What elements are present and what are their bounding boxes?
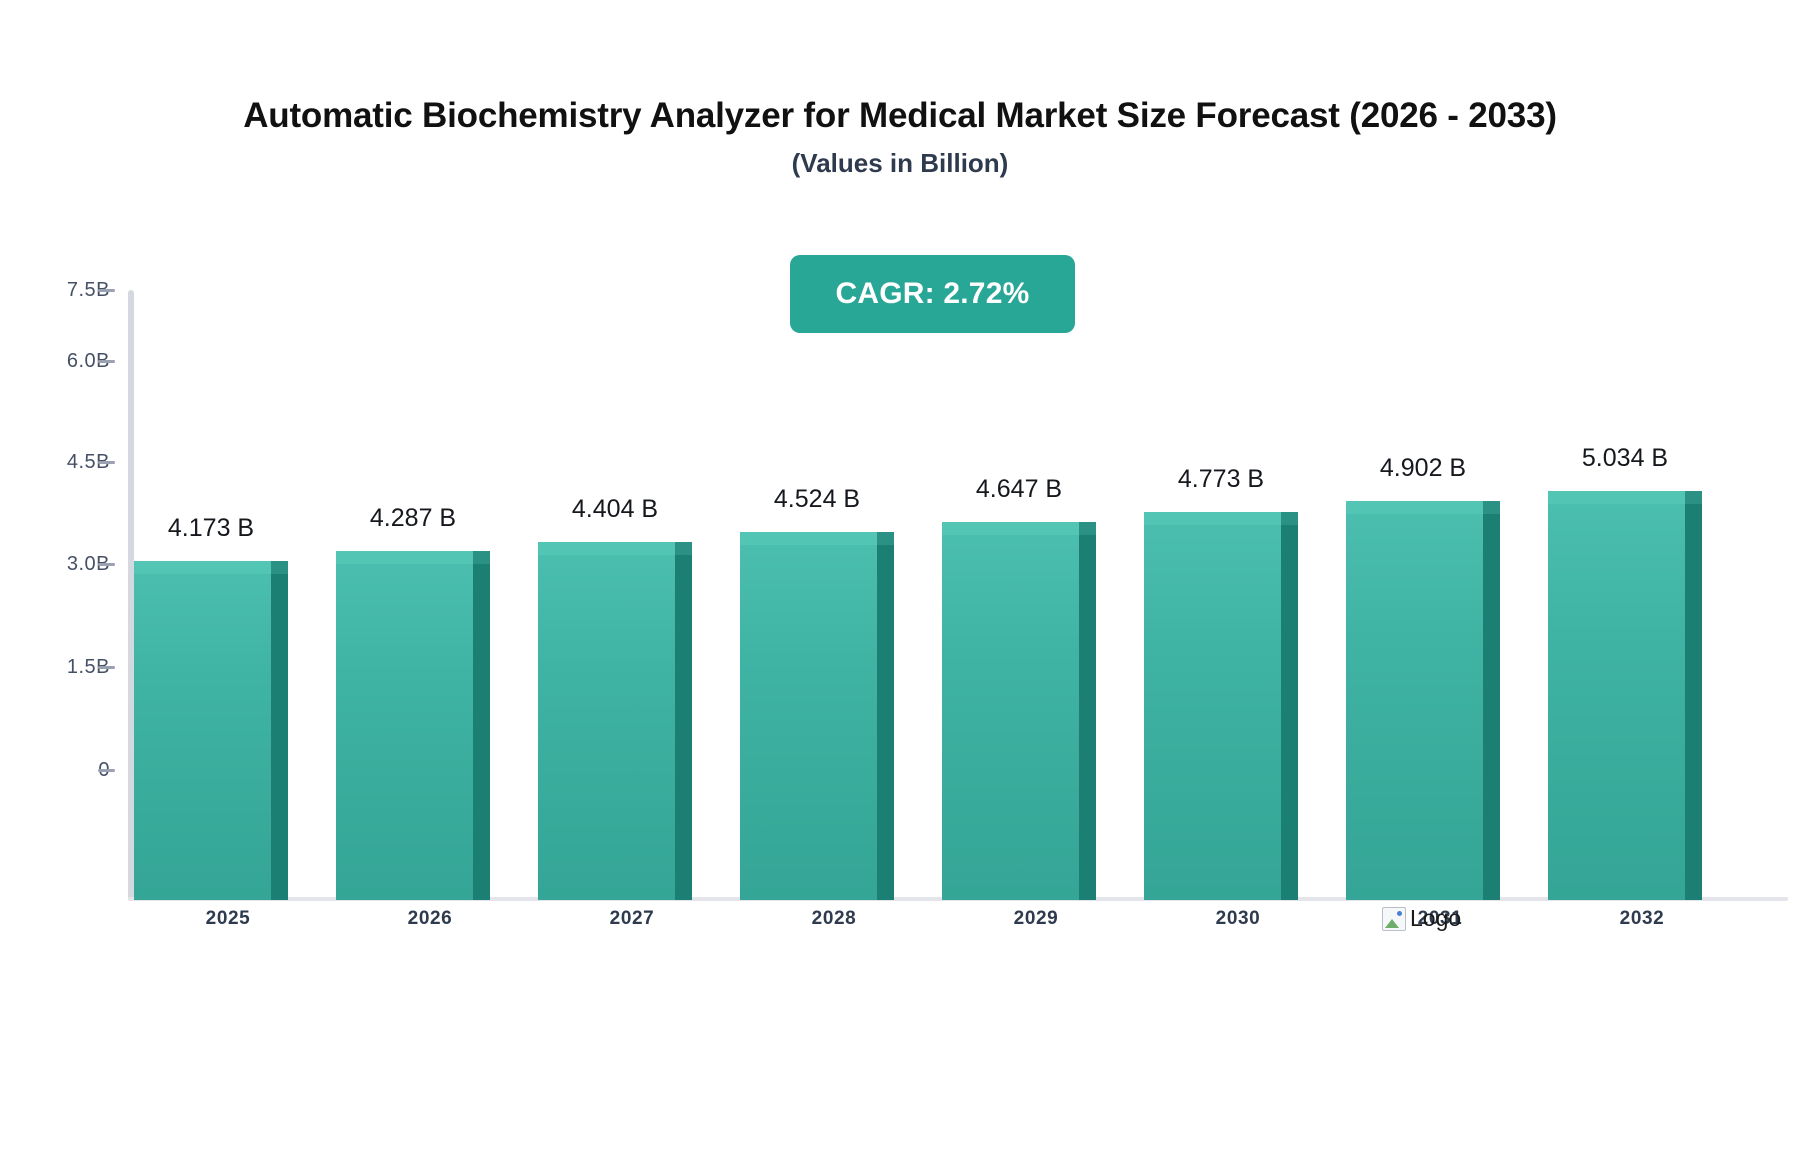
bar-side-face <box>877 545 894 900</box>
bar-face <box>740 532 877 900</box>
bar-side-cap <box>1483 501 1500 515</box>
bar-value-label-2027: 4.404 B <box>571 494 659 523</box>
y-tick-0: 7.5B <box>0 278 115 301</box>
y-tick-label: 4.5B <box>66 450 110 473</box>
y-tick-dash <box>98 460 115 464</box>
bar-top-face <box>538 541 675 555</box>
bar-face <box>1144 511 1281 900</box>
bar-side-face <box>675 554 692 900</box>
bar-top-face <box>942 522 1079 536</box>
chart-subtitle: (Values in Billion) <box>791 148 1009 178</box>
bar-side-face <box>271 573 288 900</box>
bar-face <box>538 541 675 900</box>
bar-side-face <box>1483 514 1500 900</box>
bar-2029[interactable] <box>942 522 1096 900</box>
y-tick-2: 4.5B <box>0 450 115 473</box>
bar-top-face <box>1144 511 1281 525</box>
bar-side-cap <box>271 560 288 574</box>
bar-value-label-2031: 4.902 B <box>1379 454 1467 483</box>
bar-2025[interactable] <box>134 560 288 900</box>
y-tick-label: 7.5B <box>66 278 110 301</box>
broken-image-icon <box>1382 906 1406 931</box>
x-tick-label-2025: 2025 <box>205 908 251 929</box>
bar-value-label-2028: 4.524 B <box>773 485 861 514</box>
bar-2028[interactable] <box>740 532 894 900</box>
bar-2026[interactable] <box>336 551 490 900</box>
bar-value-label-2029: 4.647 B <box>975 475 1063 504</box>
x-tick-label-2031: 2031 <box>1417 908 1463 929</box>
bar-side-cap <box>877 532 894 546</box>
bar-side-face <box>473 564 490 900</box>
y-axis-line <box>128 290 134 900</box>
x-tick-label-2032: 2032 <box>1619 908 1665 929</box>
logo-label: Logo <box>1410 905 1462 931</box>
bar-face <box>1346 501 1483 900</box>
y-tick-4: 1.5B <box>0 655 115 678</box>
bar-face <box>1548 490 1685 900</box>
bar-2027[interactable] <box>538 541 692 900</box>
y-tick-5: 0 <box>0 759 115 781</box>
bar-2032[interactable] <box>1548 490 1702 900</box>
bar-top-face <box>1548 490 1685 504</box>
y-tick-1: 6.0B <box>0 349 115 372</box>
bar-side-cap <box>1281 511 1298 525</box>
logo: Logo <box>1382 905 1461 932</box>
x-tick-label-2028: 2028 <box>811 908 857 929</box>
bar-side-cap <box>1079 522 1096 536</box>
bar-value-label-2026: 4.287 B <box>369 504 457 533</box>
y-tick-label: 3.0B <box>66 552 110 575</box>
bar-value-label-2025: 4.173 B <box>167 513 255 542</box>
x-tick-label-2027: 2027 <box>609 908 655 929</box>
bar-face <box>336 551 473 900</box>
bar-side-cap <box>1685 490 1702 504</box>
bar-top-face <box>336 551 473 565</box>
bar-2031[interactable] <box>1346 501 1500 900</box>
bar-top-face <box>740 532 877 546</box>
bar-side-face <box>1079 535 1096 900</box>
x-tick-label-2026: 2026 <box>407 908 453 929</box>
cagr-badge: CAGR: 2.72% <box>790 255 1075 333</box>
x-tick-label-2030: 2030 <box>1215 908 1261 929</box>
bar-top-face <box>134 560 271 574</box>
bar-face <box>942 522 1079 900</box>
plot-area <box>128 290 1788 900</box>
y-tick-3: 3.0B <box>0 552 115 575</box>
bar-value-label-2030: 4.773 B <box>1177 464 1265 493</box>
x-tick-label-2029: 2029 <box>1013 908 1059 929</box>
cagr-badge-label: CAGR: 2.72% <box>835 277 1030 310</box>
y-tick-dash <box>98 359 115 363</box>
y-tick-dash <box>98 665 115 669</box>
bar-value-label-2032: 5.034 B <box>1581 443 1669 472</box>
bar-side-face <box>1685 503 1702 900</box>
bar-top-face <box>1346 501 1483 515</box>
bar-side-cap <box>473 551 490 565</box>
y-tick-dash <box>98 562 115 566</box>
bar-side-cap <box>675 541 692 555</box>
bar-2030[interactable] <box>1144 511 1298 900</box>
bar-side-face <box>1281 524 1298 900</box>
y-tick-label: 1.5B <box>66 655 110 678</box>
y-tick-dash <box>98 768 115 772</box>
y-tick-dash <box>98 288 115 292</box>
page-title: Automatic Biochemistry Analyzer for Medi… <box>243 96 1557 135</box>
y-tick-label: 6.0B <box>66 349 110 372</box>
bar-face <box>134 560 271 900</box>
